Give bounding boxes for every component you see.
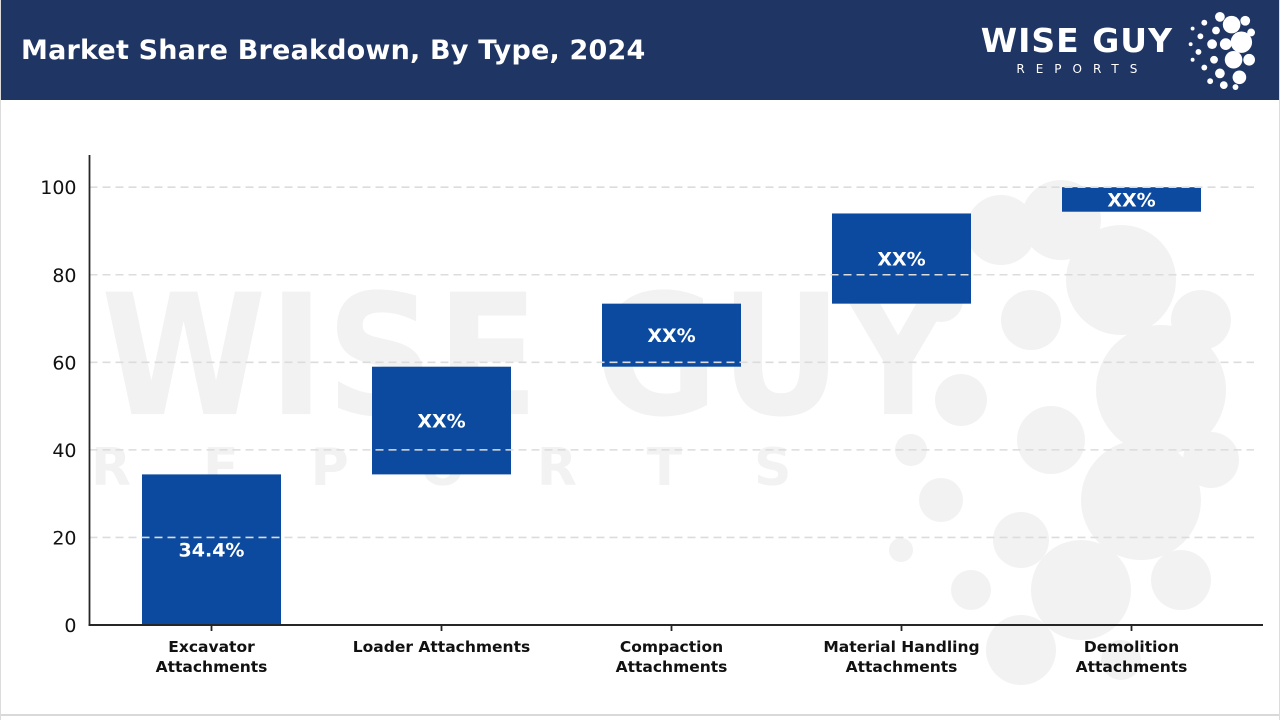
bar bbox=[142, 474, 281, 625]
logo-wordmark-block: WISE GUY REPORTS bbox=[981, 24, 1173, 76]
bar-value-label: 34.4% bbox=[179, 540, 245, 562]
y-axis-tick-label: 40 bbox=[52, 440, 76, 462]
y-axis-tick-label: 100 bbox=[40, 177, 76, 199]
x-axis-label: Material Handling Attachments bbox=[823, 638, 979, 676]
y-axis-tick-label: 80 bbox=[52, 265, 76, 287]
page-title: Market Share Breakdown, By Type, 2024 bbox=[21, 34, 646, 66]
chart-region: WISE GUY REPORTS 34.4%XX%XX%XX%XX%020406… bbox=[1, 100, 1279, 720]
bar-value-label: XX% bbox=[417, 411, 465, 433]
wiseguy-logo: WISE GUY REPORTS bbox=[981, 8, 1255, 92]
x-axis-label: Compaction Attachments bbox=[616, 638, 728, 676]
waterfall-chart: 34.4% XX% XX% XX% XX% 0 20 40 60 80 100 Excavator At… bbox=[40, 155, 1263, 676]
x-axis-label: Loader Attachments bbox=[353, 638, 530, 656]
bar bbox=[602, 303, 741, 367]
bar bbox=[372, 366, 511, 475]
logo-wordmark: WISE GUY bbox=[980, 21, 1173, 60]
x-axis-label: Demolition Attachments bbox=[1076, 638, 1188, 676]
bar-value-label: XX% bbox=[1107, 189, 1155, 211]
header: Market Share Breakdown, By Type, 2024 WI… bbox=[1, 0, 1279, 100]
y-axis-tick-label: 0 bbox=[64, 615, 76, 637]
logo-face-icon bbox=[1188, 11, 1255, 90]
x-axis-label: Excavator Attachments bbox=[156, 638, 268, 676]
y-axis-tick-label: 60 bbox=[52, 352, 76, 374]
logo-subtitle: REPORTS bbox=[1016, 62, 1149, 76]
bottom-divider bbox=[1, 714, 1279, 716]
bar-value-label: XX% bbox=[877, 249, 925, 271]
y-axis-tick-label: 20 bbox=[52, 527, 76, 549]
bar-value-label: XX% bbox=[647, 325, 695, 347]
